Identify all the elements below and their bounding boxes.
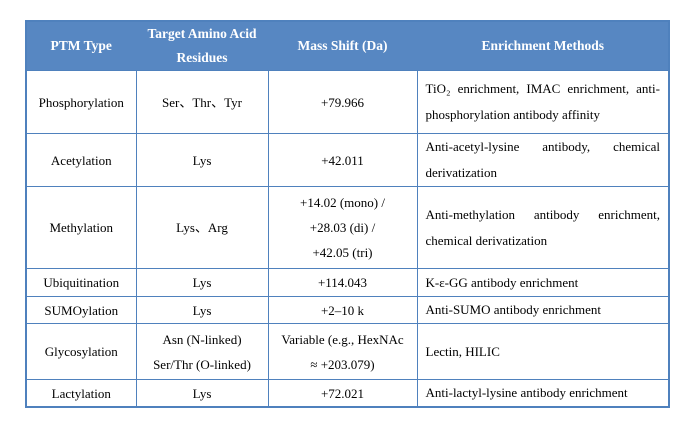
table-row-methylation: Methylation Lys、Arg +14.02 (mono) / +28.… xyxy=(25,186,670,269)
table-header-row: PTM Type Target Amino Acid Residues Mass… xyxy=(25,20,670,71)
mass-shift-cell: +14.02 (mono) / +28.03 (di) / +42.05 (tr… xyxy=(267,186,418,269)
ptm-type-cell: Glycosylation xyxy=(25,323,137,380)
ptm-type-cell: Acetylation xyxy=(25,133,137,187)
table-row-lactylation: Lactylation Lys +72.021 Anti-lactyl-lysi… xyxy=(25,379,670,408)
mass-shift-cell: Variable (e.g., HexNAc ≈ +203.079) xyxy=(267,323,418,380)
residues-cell: Ser、Thr、Tyr xyxy=(135,70,269,134)
mass-shift-cell: +42.011 xyxy=(267,133,418,187)
header-mass-shift: Mass Shift (Da) xyxy=(267,20,418,71)
enrichment-cell: Anti-acetyl-lysine antibody, chemical de… xyxy=(416,133,670,187)
enrichment-cell: Anti-methylation antibody enrichment, ch… xyxy=(416,186,670,269)
ptm-type-cell: Lactylation xyxy=(25,379,137,408)
table-row-phosphorylation: Phosphorylation Ser、Thr、Tyr +79.966 TiO₂… xyxy=(25,70,670,134)
mass-shift-cell: +72.021 xyxy=(267,379,418,408)
mass-shift-cell: +79.966 xyxy=(267,70,418,134)
header-ptm-type: PTM Type xyxy=(25,20,137,71)
enrichment-cell: TiO₂ enrichment, IMAC enrichment, anti-p… xyxy=(416,70,670,134)
mass-shift-cell: +2–10 k xyxy=(267,296,418,324)
enrichment-cell: Anti-lactyl-lysine antibody enrichment xyxy=(416,379,670,408)
residues-cell: Lys xyxy=(135,268,269,297)
residues-cell: Lys xyxy=(135,133,269,187)
ptm-type-cell: Phosphorylation xyxy=(25,70,137,134)
table-row-acetylation: Acetylation Lys +42.011 Anti-acetyl-lysi… xyxy=(25,133,670,187)
enrichment-cell: Lectin, HILIC xyxy=(416,323,670,380)
enrichment-cell: Anti-SUMO antibody enrichment xyxy=(416,296,670,324)
header-residues: Target Amino Acid Residues xyxy=(135,20,269,71)
enrichment-cell: K-ε-GG antibody enrichment xyxy=(416,268,670,297)
ptm-table: PTM Type Target Amino Acid Residues Mass… xyxy=(25,20,670,408)
residues-cell: Lys、Arg xyxy=(135,186,269,269)
residues-cell: Lys xyxy=(135,379,269,408)
table-row-ubiquitination: Ubiquitination Lys +114.043 K-ε-GG antib… xyxy=(25,268,670,297)
ptm-type-cell: SUMOylation xyxy=(25,296,137,324)
ptm-type-cell: Ubiquitination xyxy=(25,268,137,297)
header-enrichment-methods: Enrichment Methods xyxy=(416,20,670,71)
ptm-type-cell: Methylation xyxy=(25,186,137,269)
residues-cell: Lys xyxy=(135,296,269,324)
table-row-sumoylation: SUMOylation Lys +2–10 k Anti-SUMO antibo… xyxy=(25,296,670,324)
mass-shift-cell: +114.043 xyxy=(267,268,418,297)
residues-cell: Asn (N-linked) Ser/Thr (O-linked) xyxy=(135,323,269,380)
table-row-glycosylation: Glycosylation Asn (N-linked) Ser/Thr (O-… xyxy=(25,323,670,380)
